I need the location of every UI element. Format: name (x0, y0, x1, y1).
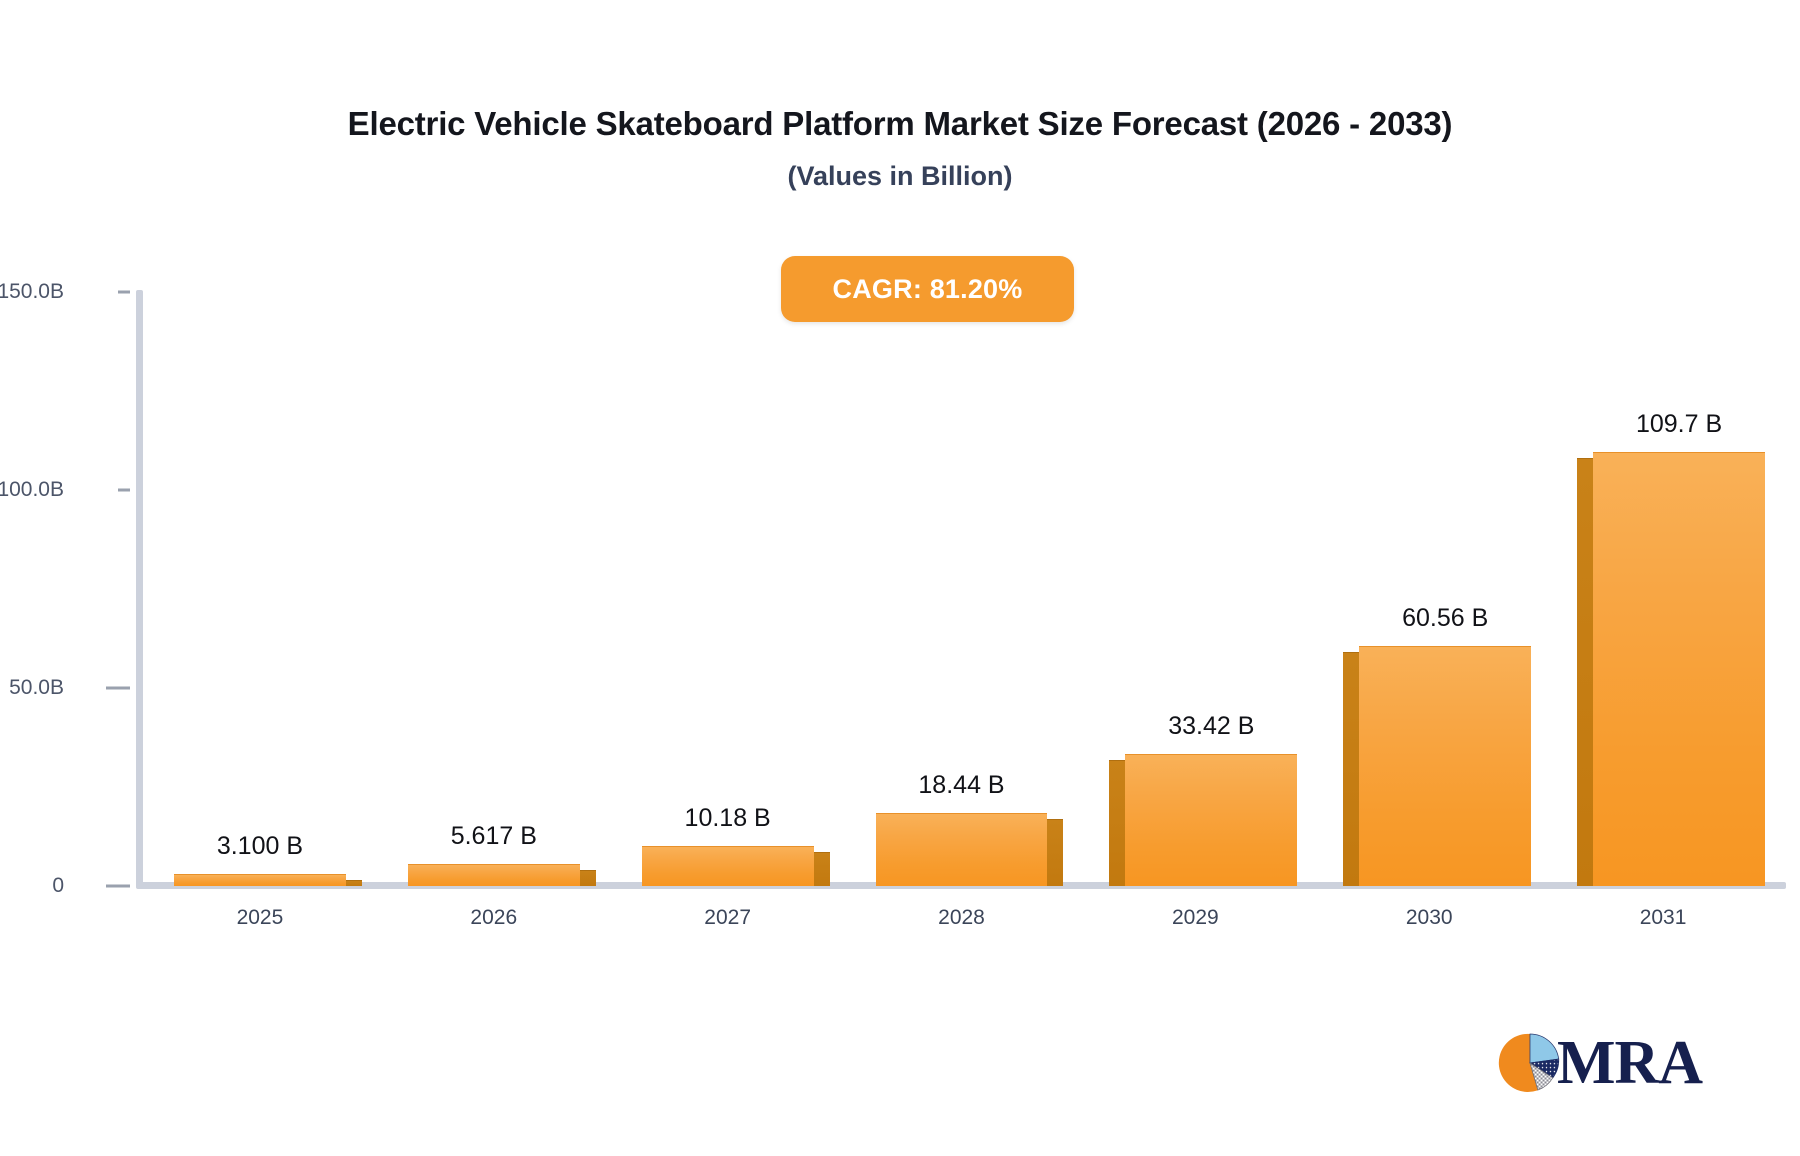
bar-value-label: 3.100 B (216, 831, 304, 860)
bar-value-label: 33.42 B (1168, 711, 1255, 740)
bar-2025 (173, 873, 346, 886)
x-tick-label: 2031 (1639, 906, 1687, 929)
bar-side-2027 (813, 851, 830, 886)
bar-side-2031 (1577, 457, 1594, 886)
y-tick-mark (118, 488, 130, 492)
cagr-badge: CAGR: 81.20% (781, 256, 1074, 322)
x-tick-label: 2025 (236, 906, 284, 929)
bar-value-label: 10.18 B (684, 803, 771, 832)
x-tick-label: 2027 (704, 906, 751, 929)
mra-logo: MRA (1497, 1029, 1703, 1097)
chart-subtitle: (Values in Billion) (787, 160, 1013, 191)
y-axis-line (136, 290, 143, 888)
bar-2027 (641, 845, 814, 886)
chart-title: Electric Vehicle Skateboard Platform Mar… (347, 105, 1453, 142)
bar-2030 (1359, 646, 1532, 886)
bar-side-2026 (579, 869, 596, 886)
chart-header: Electric Vehicle Skateboard Platform Mar… (0, 104, 1800, 192)
mra-logo-text: MRA (1557, 1029, 1703, 1097)
bar-2031 (1593, 451, 1765, 886)
bar-side-2029 (1109, 759, 1126, 886)
x-tick-label: 2028 (938, 906, 985, 929)
x-tick-label: 2026 (470, 906, 518, 929)
bar-value-label: 18.44 B (918, 770, 1005, 799)
y-tick-label: 50.0B (9, 676, 64, 699)
y-tick-label: 100.0B (0, 478, 64, 501)
bar-side-2028 (1047, 818, 1064, 886)
y-tick-mark (106, 686, 130, 690)
bar-2028 (875, 812, 1048, 886)
x-tick-label: 2029 (1171, 906, 1219, 929)
bar-side-2025 (345, 879, 362, 886)
bar-value-label: 5.617 B (450, 821, 537, 850)
y-tick-label: 150.0B (0, 280, 64, 303)
y-tick-mark (106, 884, 130, 888)
bar-2029 (1125, 753, 1298, 886)
cagr-badge-label: CAGR: 81.20% (832, 273, 1023, 304)
y-tick-mark (118, 290, 130, 294)
bar-value-label: 109.7 B (1635, 409, 1723, 438)
y-tick-label: 0 (52, 874, 64, 897)
bar-value-label: 60.56 B (1402, 604, 1489, 633)
bar-2026 (407, 863, 580, 886)
bar-side-2030 (1343, 652, 1360, 886)
pie-chart-icon (1497, 1030, 1563, 1096)
x-tick-label: 2030 (1405, 906, 1453, 929)
